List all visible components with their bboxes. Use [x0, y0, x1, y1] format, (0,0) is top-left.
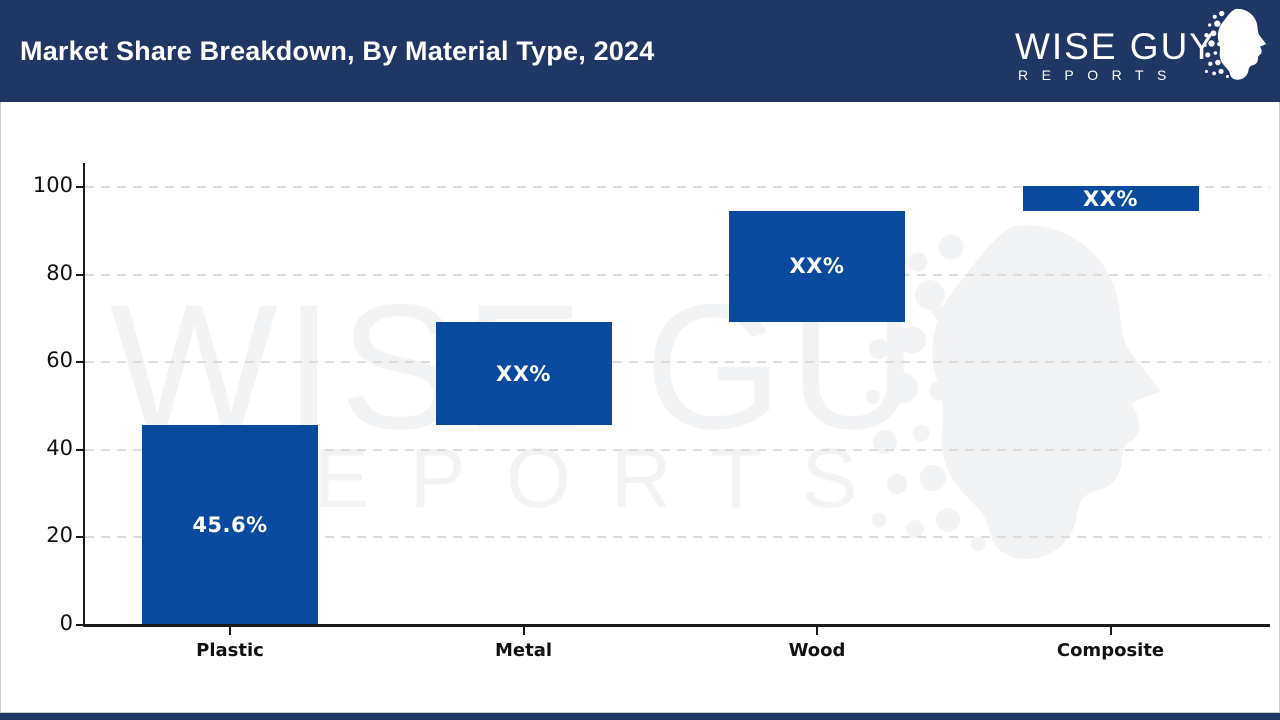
footer-navy-strip: [0, 713, 1280, 720]
logo-wiseguy-text: WISE GUY: [1014, 26, 1216, 67]
x-axis-tick-wood: [816, 627, 818, 635]
bar-label-wood: XX%: [789, 254, 845, 279]
x-axis-line: [83, 624, 1270, 627]
x-axis-tick-plastic: [229, 627, 231, 635]
bar-wood: XX%: [729, 211, 905, 322]
bar-label-composite: XX%: [1083, 186, 1138, 211]
bar-metal: XX%: [435, 321, 612, 426]
page-title: Market Share Breakdown, By Material Type…: [20, 35, 655, 66]
y-axis-tick-20: [76, 536, 84, 539]
y-axis-tick-label-20: 20: [46, 523, 73, 548]
gridline-80: [85, 273, 1270, 276]
wiseguy-logo: WISE GUY REPORTS: [1015, 6, 1272, 86]
gridline-40: [85, 448, 1270, 451]
x-axis-label-wood: Wood: [788, 640, 846, 661]
y-axis-tick-label-0: 0: [59, 611, 73, 635]
gridline-20: [85, 536, 1270, 539]
x-axis-tick-metal: [522, 627, 525, 635]
y-axis-tick-60: [76, 361, 84, 364]
y-axis-tick-label-60: 60: [46, 348, 73, 373]
y-axis-tick-0: [76, 624, 84, 626]
y-axis-tick-40: [76, 448, 84, 451]
y-axis-line: [83, 163, 85, 625]
bar-plastic: 45.6%: [142, 425, 318, 625]
gridline-100: [85, 186, 1270, 188]
y-axis-tick-label-100: 100: [32, 173, 73, 197]
bar-label-plastic: 45.6%: [192, 513, 268, 538]
x-axis-label-composite: Composite: [1056, 640, 1165, 661]
wiseguy-face-icon: [1202, 6, 1272, 86]
x-axis-label-metal: Metal: [494, 640, 553, 661]
y-axis-tick-80: [76, 273, 84, 276]
header-bar: Market Share Breakdown, By Material Type…: [0, 0, 1280, 102]
y-axis-tick-100: [76, 186, 84, 188]
bar-composite: XX%: [1022, 186, 1199, 212]
bar-label-metal: XX%: [496, 361, 551, 386]
gridline-60: [85, 361, 1270, 364]
wiseguy-logo-text: WISE GUY REPORTS: [1015, 28, 1216, 82]
logo-reports-text: REPORTS: [1017, 67, 1180, 83]
x-axis-tick-composite: [1109, 627, 1112, 635]
x-axis-label-plastic: Plastic: [196, 640, 264, 661]
y-axis-tick-label-80: 80: [46, 260, 73, 285]
y-axis-tick-label-40: 40: [46, 435, 73, 460]
